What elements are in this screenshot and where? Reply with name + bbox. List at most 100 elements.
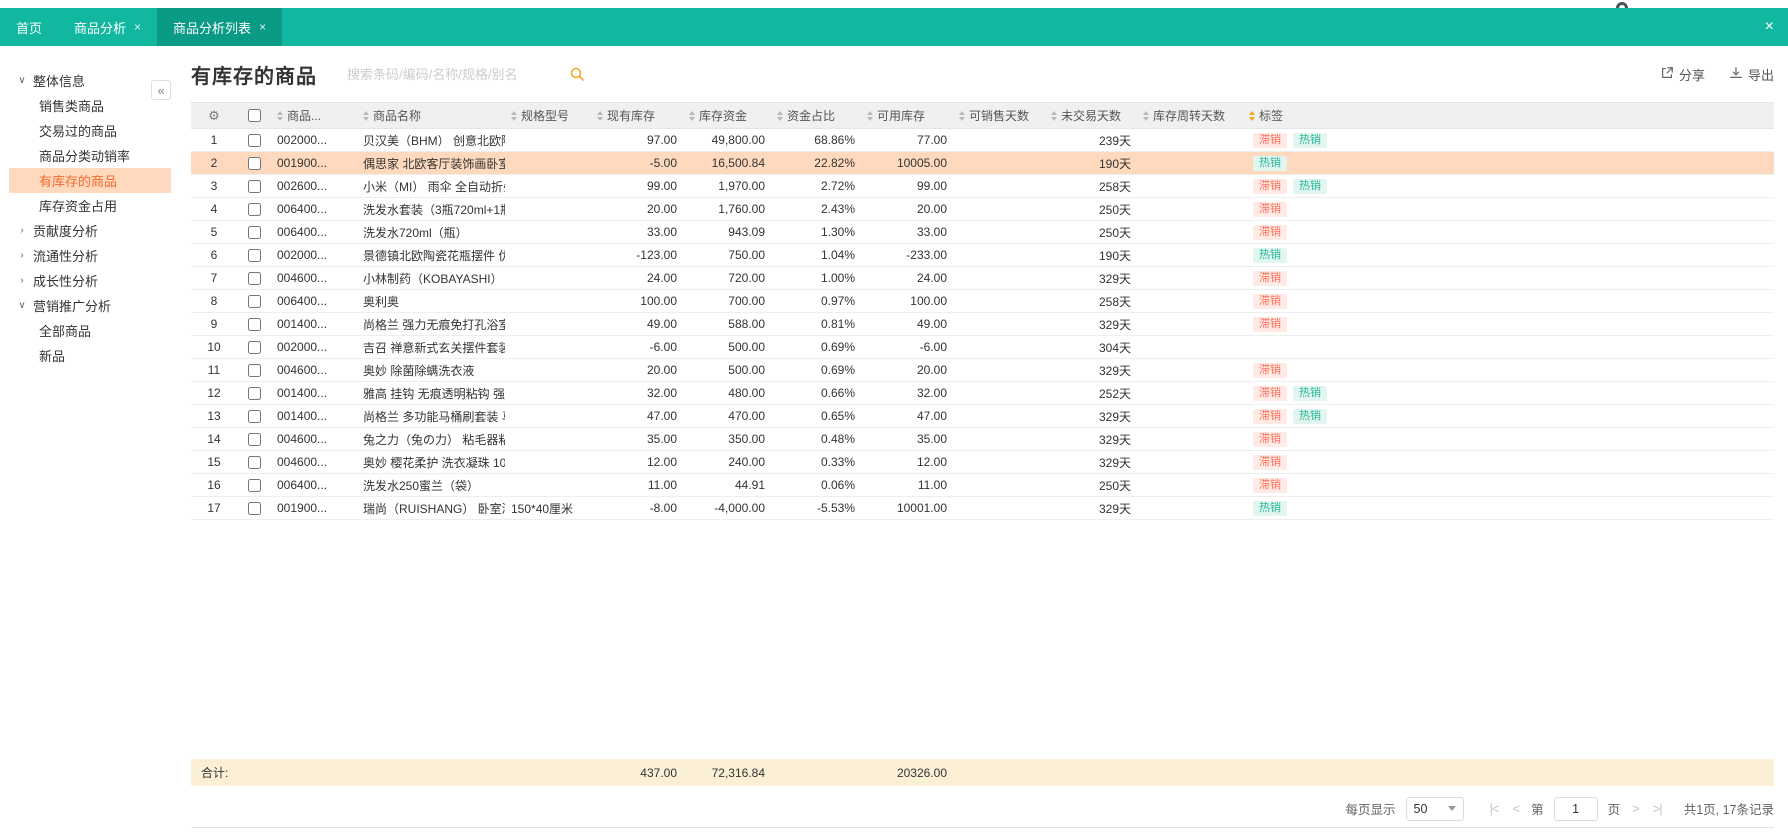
sort-icon[interactable] [1143, 110, 1149, 121]
sort-icon[interactable] [597, 110, 603, 121]
column-header[interactable]: 标签 [1243, 103, 1774, 128]
table-row[interactable]: 6 002000... 景德镇北欧陶瓷花瓶摆件 优 -123.00 750.00 1.04… [191, 244, 1774, 267]
sort-icon[interactable] [1051, 110, 1057, 121]
table-row[interactable]: 7 004600... 小林制药（KOBAYASHI） 日 24.00 720.00 1.… [191, 267, 1774, 290]
row-checkbox[interactable] [247, 387, 261, 401]
table-row[interactable]: 13 001400... 尚格兰 多功能马桶刷套装 马 47.00 470.00 0.65… [191, 405, 1774, 428]
column-header[interactable]: 可用库存 [861, 103, 953, 128]
column-header[interactable]: 资金占比 [771, 103, 861, 128]
sidebar-item[interactable]: 库存资金占用 [9, 193, 171, 218]
sort-icon[interactable] [1249, 110, 1255, 121]
search-icon[interactable] [569, 66, 585, 82]
row-checkbox[interactable] [247, 341, 261, 355]
sidebar-item[interactable]: ∨ 整体信息 [9, 68, 171, 93]
row-checkbox[interactable] [247, 364, 261, 378]
table-row[interactable]: 9 001400... 尚格兰 强力无痕免打孔浴室 49.00 588.00 0.81% 4… [191, 313, 1774, 336]
sidebar-item[interactable]: 全部商品 [9, 318, 171, 343]
page-number-input[interactable] [1553, 796, 1598, 821]
first-page-button[interactable]: |< [1489, 801, 1500, 816]
tab-close-icon[interactable]: × [134, 20, 142, 34]
column-header[interactable]: 商品... [271, 103, 357, 128]
table-row[interactable]: 3 002600... 小米（MI） 雨伞 全自动折叠 99.00 1,970.00 2.… [191, 175, 1774, 198]
table-row[interactable]: 2 001900... 偶思家 北欧客厅装饰画卧室 -5.00 16,500.84 22.… [191, 152, 1774, 175]
sort-icon[interactable] [511, 110, 517, 121]
current-stock: 97.00 [646, 133, 677, 147]
sort-icon[interactable] [777, 110, 783, 121]
table-row[interactable]: 15 004600... 奥妙 樱花柔护 洗衣凝珠 10 12.00 240.00 0.3… [191, 451, 1774, 474]
next-page-button[interactable]: > [1632, 801, 1640, 816]
row-checkbox[interactable] [247, 272, 261, 286]
sidebar-item[interactable]: 商品分类动销率 [9, 143, 171, 168]
tag: 滞销 [1253, 271, 1287, 286]
available-stock: 100.00 [910, 294, 947, 308]
row-checkbox[interactable] [247, 318, 261, 332]
table-row[interactable]: 4 006400... 洗发水套装（3瓶720ml+1瓶 20.00 1,760.00 2… [191, 198, 1774, 221]
sort-icon[interactable] [277, 110, 283, 121]
column-header[interactable]: 规格型号 [505, 103, 591, 128]
sort-icon[interactable] [689, 110, 695, 121]
sort-icon[interactable] [867, 110, 873, 121]
last-page-button[interactable]: >| [1652, 801, 1663, 816]
row-checkbox[interactable] [247, 226, 261, 240]
share-button[interactable]: 分享 [1660, 65, 1705, 84]
tags-cell: 热销 [1243, 155, 1774, 171]
sidebar-item[interactable]: › 贡献度分析 [9, 218, 171, 243]
table-row[interactable]: 10 002000... 吉召 禅意新式玄关摆件套装 -6.00 500.00 0.69%… [191, 336, 1774, 359]
sidebar-item[interactable]: 销售类商品 [9, 93, 171, 118]
sidebar-collapse-button[interactable]: « [151, 80, 171, 100]
sort-icon[interactable] [363, 110, 369, 121]
sidebar-item[interactable]: › 成长性分析 [9, 268, 171, 293]
sidebar-item[interactable]: 新品 [9, 343, 171, 368]
table-row[interactable]: 1 002000... 贝汉美（BHM） 创意北欧陶瓷 97.00 49,800.00 6… [191, 129, 1774, 152]
current-stock: 33.00 [646, 225, 677, 239]
row-checkbox[interactable] [247, 157, 261, 171]
row-checkbox-cell [237, 363, 271, 378]
column-header[interactable]: 库存资金 [683, 103, 771, 128]
row-checkbox[interactable] [247, 479, 261, 493]
tab[interactable]: 商品分析列表 × [157, 8, 283, 46]
column-header[interactable]: 未交易天数 [1045, 103, 1137, 128]
sidebar-item[interactable]: 交易过的商品 [9, 118, 171, 143]
export-button[interactable]: 导出 [1729, 65, 1774, 84]
gear-icon[interactable]: ⚙ [208, 107, 220, 123]
row-checkbox[interactable] [247, 502, 261, 516]
column-header[interactable]: 库存周转天数 [1137, 103, 1243, 128]
settings-column-header[interactable]: ⚙ [191, 103, 237, 128]
table-row[interactable]: 17 001900... 瑞尚（RUISHANG） 卧室渐 150*40厘米 -8.00… [191, 497, 1774, 520]
row-checkbox[interactable] [247, 134, 261, 148]
tab-close-icon[interactable]: × [259, 20, 267, 34]
row-checkbox[interactable] [247, 456, 261, 470]
table-row[interactable]: 11 004600... 奥妙 除菌除螨洗衣液 20.00 500.00 0.69% 20.… [191, 359, 1774, 382]
sidebar-item[interactable]: ∨ 营销推广分析 [9, 293, 171, 318]
column-header[interactable]: 可销售天数 [953, 103, 1045, 128]
available-stock: 77.00 [916, 133, 947, 147]
row-checkbox[interactable] [247, 180, 261, 194]
page-size-select[interactable]: 50 [1405, 796, 1464, 821]
tag: 滞销 [1253, 478, 1287, 493]
row-checkbox[interactable] [247, 203, 261, 217]
select-all-checkbox[interactable] [247, 109, 261, 122]
tab[interactable]: 首页 [0, 8, 58, 46]
product-code: 001400... [277, 386, 328, 400]
row-checkbox[interactable] [247, 410, 261, 424]
tab[interactable]: 商品分析 × [58, 8, 157, 46]
sort-icon[interactable] [959, 110, 965, 121]
toolbar: 有库存的商品 分享 [191, 46, 1774, 102]
row-checkbox[interactable] [247, 433, 261, 447]
table-row[interactable]: 14 004600... 兔之力（兔の力） 粘毛器粘 35.00 350.00 0.48%… [191, 428, 1774, 451]
row-checkbox[interactable] [247, 249, 261, 263]
sort-up-arrow [867, 110, 873, 115]
column-header[interactable]: 现有库存 [591, 103, 683, 128]
column-header[interactable]: 商品名称 [357, 103, 505, 128]
search-input[interactable] [347, 66, 565, 82]
close-icon[interactable]: × [1764, 18, 1774, 35]
sidebar-item[interactable]: › 流通性分析 [9, 243, 171, 268]
table-row[interactable]: 16 006400... 洗发水250蜜兰（袋） 11.00 44.91 0.06% 11.… [191, 474, 1774, 497]
prev-page-button[interactable]: < [1512, 801, 1521, 816]
table-row[interactable]: 12 001400... 雅高 挂钩 无痕透明粘钩 强 32.00 480.00 0.66… [191, 382, 1774, 405]
row-checkbox[interactable] [247, 295, 261, 309]
table-row[interactable]: 8 006400... 奥利奥 100.00 700.00 0.97% 100.00 258天… [191, 290, 1774, 313]
fund-ratio: -5.53% [816, 501, 855, 515]
sidebar-item[interactable]: 有库存的商品 [9, 168, 171, 193]
table-row[interactable]: 5 006400... 洗发水720ml（瓶） 33.00 943.09 1.30% 33.… [191, 221, 1774, 244]
